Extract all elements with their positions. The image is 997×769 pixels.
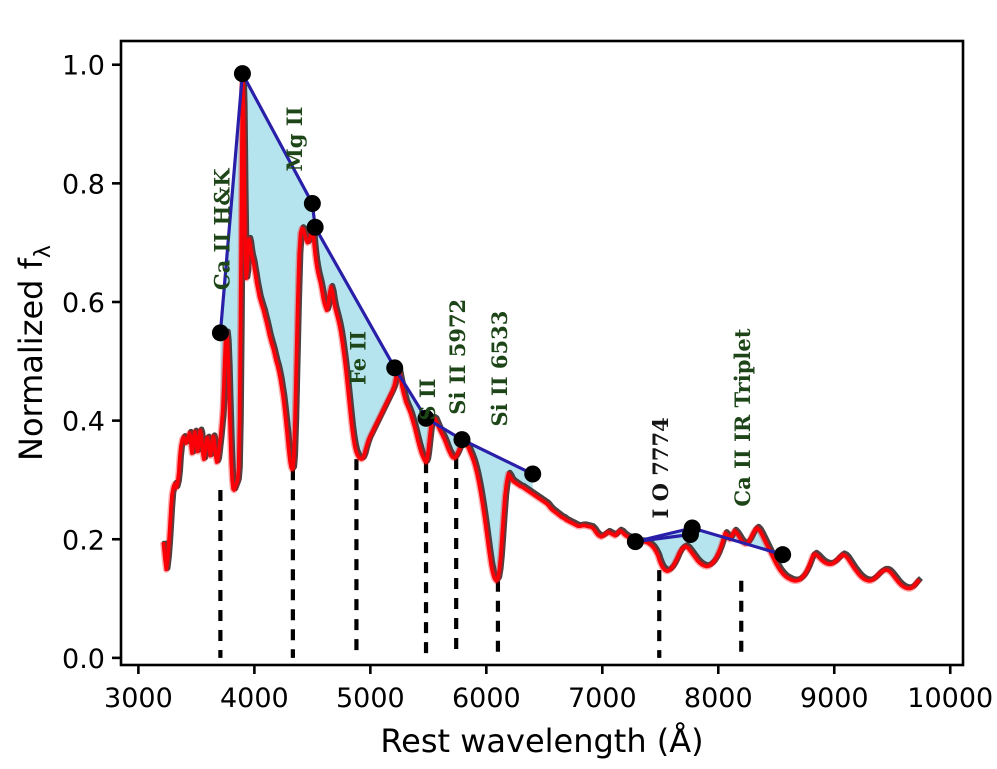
continuum-node-8 [626,533,644,551]
ytick-label-0.8: 0.8 [62,169,105,200]
continuum-node-markers [211,65,792,564]
axes-frame [119,39,965,667]
ytick-label-1.0: 1.0 [62,51,105,82]
continuum-node-10 [774,546,792,564]
ytick-label-0.2: 0.2 [62,525,105,556]
ytick-label-0.0: 0.0 [62,644,105,675]
xtick-label-6000: 6000 [452,683,521,714]
plot-frame [119,39,965,667]
annotation-ca-ii-h-k: Ca II H&K [209,168,234,290]
continuum-node-3 [306,218,324,236]
feature-annotations: Ca II H&K Mg II Fe II S II Si II 5972 Si II 6… [209,107,755,519]
ytick-label-0.4: 0.4 [62,407,105,438]
annotation-mg-ii: Mg II [282,107,307,172]
xtick-label-3000: 3000 [104,683,173,714]
xtick-label-5000: 5000 [336,683,405,714]
feature-dashed-lines [218,457,744,658]
continuum-polyline-ir-inner [635,532,691,544]
continuum-node-5 [417,409,435,427]
y-axis-title-text: Normalized fλ [12,245,56,461]
continuum-fill [692,527,783,574]
annotation-si-ii-6533: Si II 6533 [487,311,512,427]
annotation-fe-ii: Fe II [345,331,370,385]
ytick-label-0.6: 0.6 [62,288,105,319]
annotation-s-ii: S II [415,378,440,420]
annotation-ca-ii-ir-triplet: Ca II IR Triplet [730,328,755,506]
continuum-node-7 [524,465,542,483]
xtick-label-10000: 10000 [907,683,993,714]
continuum-node-0 [211,324,229,342]
axis-tick-labels: 3000 4000 5000 6000 7000 8000 9000 10000 0.0 0.2 0… [62,51,993,714]
continuum-node-2 [303,195,321,213]
xtick-label-8000: 8000 [684,683,753,714]
annotation-i-o-7774: I O 7774 [648,417,673,518]
xtick-label-4000: 4000 [220,683,289,714]
annotation-si-ii-5972: Si II 5972 [445,299,470,415]
y-axis-title: Normalized fλ [12,245,56,461]
continuum-node-1 [233,65,251,83]
y-axis-title-subscript: λ [31,245,56,258]
axis-titles: Rest wavelength (Å) Normalized fλ [12,245,704,760]
xtick-label-9000: 9000 [800,683,869,714]
x-axis-title: Rest wavelength (Å) [380,722,703,760]
continuum-node-4 [386,359,404,377]
continuum-fill [220,73,243,490]
continuum-node-6 [453,431,471,449]
axis-ticks [112,63,952,674]
continuum-node-11 [681,526,699,544]
xtick-label-7000: 7000 [568,683,637,714]
